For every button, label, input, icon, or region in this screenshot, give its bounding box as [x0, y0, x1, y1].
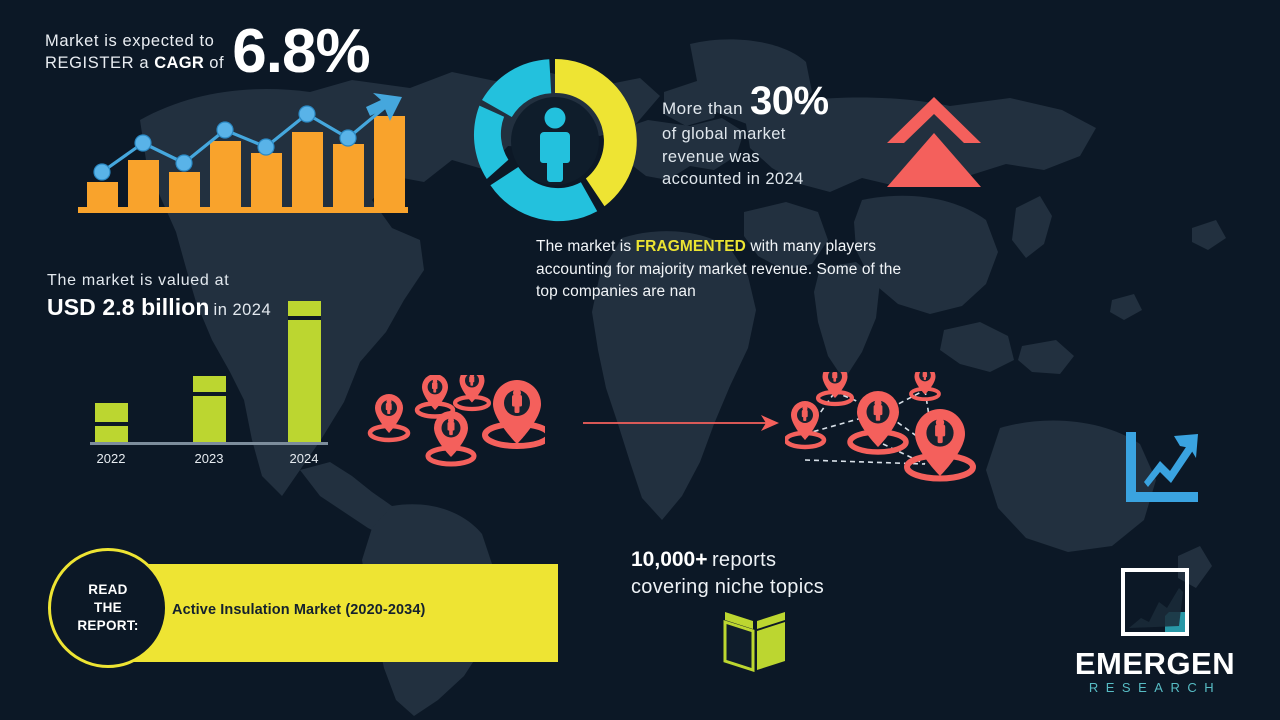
valuation-lead: The market is valued at	[47, 272, 230, 289]
reports-word: reports	[711, 549, 777, 571]
valuation-amount: USD 2.8 billion	[47, 294, 210, 320]
donut-segment-leading	[555, 59, 637, 207]
share-sub-line-2: revenue was	[662, 147, 760, 166]
badge-line-2: THE	[94, 600, 122, 615]
chart-arrow-line	[1144, 444, 1194, 487]
share-lead: More than	[662, 99, 744, 118]
growth-bar-line-chart	[78, 93, 408, 213]
cagr-description: Market is expected to REGISTER a CAGR of	[45, 22, 224, 74]
fragmented-keyword: FRAGMENTED	[635, 238, 746, 255]
bar-label-2022: 2022	[97, 451, 126, 466]
read-report-badge[interactable]: READ THE REPORT:	[48, 548, 168, 668]
cagr-line-1: Market is expected to	[45, 32, 215, 50]
valuation-main: USD 2.8 billion in 2024	[47, 294, 347, 321]
cagr-keyword: CAGR	[154, 54, 205, 72]
bar-2024	[288, 301, 321, 442]
bar-2023-divider	[193, 392, 226, 396]
book-right-page	[757, 622, 785, 670]
cagr-value: 6.8%	[232, 17, 370, 86]
bar-label-2024: 2024	[290, 451, 319, 466]
emergen-research-logo: EMERGEN RESEARCH	[1055, 568, 1255, 698]
chart-axes	[1126, 432, 1198, 502]
market-valuation-text: The market is valued at USD 2.8 billion i…	[47, 272, 347, 321]
cagr-line-2: REGISTER a CAGR of	[45, 52, 224, 74]
square-chart-logo-icon	[1121, 568, 1189, 636]
bar-2024-divider	[288, 316, 321, 320]
donut-segment-c	[482, 59, 552, 117]
valuation-year: in 2024	[213, 301, 272, 319]
market-value-bar-chart: 2022 2023 2024	[90, 301, 328, 466]
reports-count: 10,000+	[631, 548, 708, 571]
logo-subtitle: RESEARCH	[1088, 680, 1222, 695]
cagr-line-2-pre: REGISTER a	[45, 54, 155, 72]
right-arrow-icon	[583, 415, 779, 431]
book-left-page	[723, 619, 755, 672]
share-sub-line-3: accounted in 2024	[662, 170, 804, 188]
reports-line-2: covering niche topics	[631, 576, 825, 598]
bar-chart-baseline	[90, 442, 328, 445]
badge-line-1: READ	[88, 582, 128, 597]
trending-up-chart-icon	[1126, 432, 1198, 502]
person-in-donut-icon	[540, 107, 570, 182]
chevron-arrow-top	[887, 97, 981, 143]
cagr-block: Market is expected to REGISTER a CAGR of…	[45, 17, 465, 86]
market-share-text: More than 30% of global market revenue w…	[662, 79, 892, 191]
bar-2022-divider	[95, 422, 128, 426]
read-report-badge-text: READ THE REPORT:	[77, 581, 138, 635]
report-title[interactable]: Active Insulation Market (2020-2034)	[172, 602, 426, 618]
chart-bars	[87, 116, 405, 207]
fragmented-pre: The market is	[536, 238, 636, 255]
trend-arrow-head	[366, 93, 402, 121]
book-left-flap	[725, 612, 753, 629]
share-value: 30%	[750, 79, 829, 123]
badge-line-3: REPORT:	[77, 618, 139, 633]
share-headline: More than 30%	[662, 79, 892, 123]
logo-inner-chart	[1129, 588, 1183, 628]
reports-count-text: 10,000+ reports covering niche topics	[631, 548, 891, 599]
double-up-arrow-icon	[887, 97, 981, 187]
cagr-line-2-post: of	[204, 54, 225, 72]
chart-baseline	[78, 207, 408, 213]
share-subtext: of global market revenue was accounted i…	[662, 123, 892, 191]
fragmented-post: with many players accounting for majorit…	[536, 238, 902, 300]
read-report-banner[interactable]	[105, 564, 558, 662]
location-pin-cluster-icon	[367, 375, 545, 467]
share-sub-line-1: of global market	[662, 125, 786, 143]
donut-segment-a	[490, 167, 598, 222]
donut-segment-b	[473, 105, 509, 179]
solid-triangle-bottom	[887, 133, 981, 187]
chart-arrow-head	[1174, 434, 1198, 458]
connected-location-pin-network-icon	[785, 372, 976, 482]
bar-2023	[193, 376, 226, 442]
open-book-icon	[723, 612, 785, 672]
market-share-donut	[473, 59, 637, 222]
reports-line-1: 10,000+ reports	[631, 548, 891, 572]
logo-wordmark: EMERGEN	[1074, 646, 1236, 681]
trend-points	[93, 105, 357, 181]
bar-label-2023: 2023	[195, 451, 224, 466]
fragmented-statement: The market is FRAGMENTED with many playe…	[536, 236, 906, 304]
book-right-flap	[757, 612, 785, 629]
